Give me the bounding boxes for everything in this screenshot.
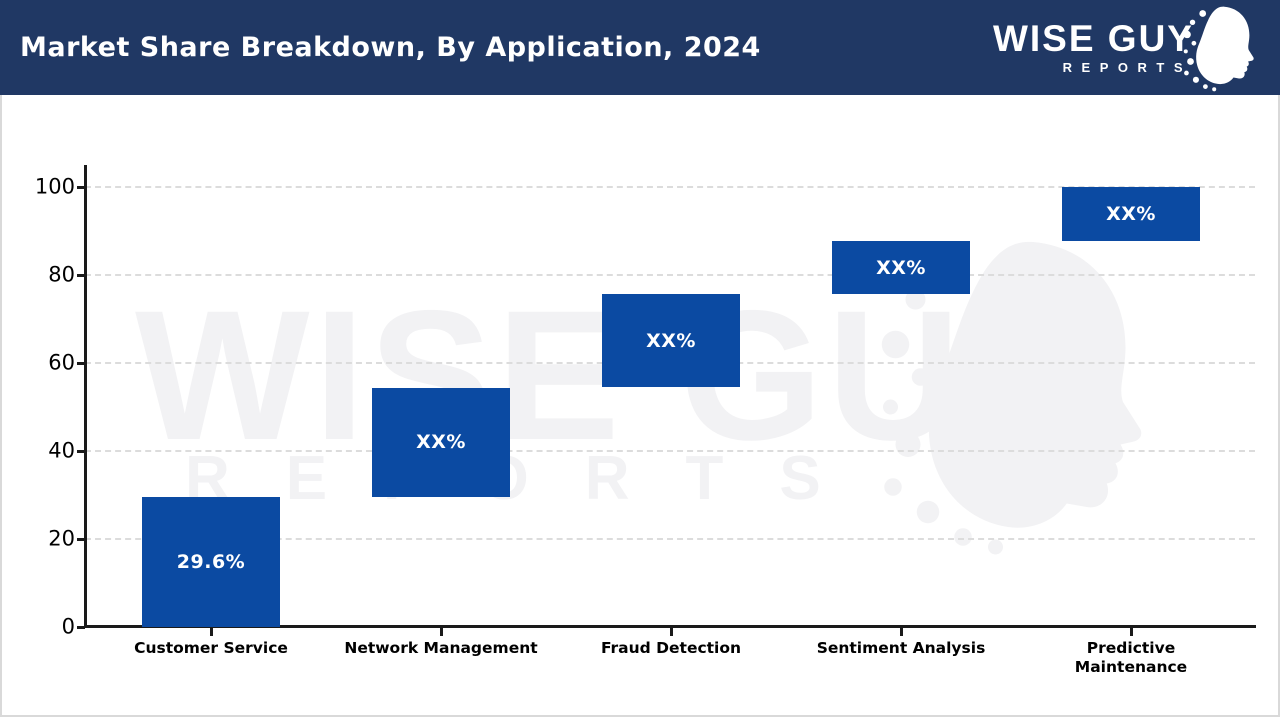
y-tick-label: 100: [34, 174, 75, 199]
bar-value-label: XX%: [1106, 203, 1156, 226]
page-title: Market Share Breakdown, By Application, …: [20, 32, 761, 63]
bar-value-label: XX%: [646, 329, 696, 352]
y-axis-line: [84, 165, 87, 627]
x-category-label: Predictive Maintenance: [1074, 639, 1188, 677]
y-tick-mark: [77, 362, 85, 365]
y-tick-label: 60: [48, 350, 75, 375]
y-tick-mark: [77, 186, 85, 189]
watermark-subtext: REPORTS: [185, 444, 877, 513]
y-tick-label: 0: [61, 614, 75, 639]
x-category-label: Fraud Detection: [600, 639, 742, 657]
x-tick-mark: [900, 628, 903, 636]
bar-predictive-maintenance: XX%: [1062, 187, 1200, 242]
y-tick-mark: [77, 274, 85, 277]
logo: WISE GUY REPORTS: [993, 4, 1280, 92]
logo-text: WISE GUY REPORTS: [993, 20, 1194, 75]
bar-sentiment-analysis: XX%: [832, 241, 970, 295]
y-tick-label: 20: [48, 526, 75, 551]
logo-wordmark: WISE GUY: [992, 18, 1194, 59]
gridline: [85, 274, 1255, 276]
bar-value-label: XX%: [876, 256, 926, 279]
x-category-label: Network Management: [344, 639, 538, 657]
y-tick-mark: [77, 538, 85, 541]
x-tick-mark: [670, 628, 673, 636]
x-axis-line: [84, 625, 1256, 628]
y-tick-mark: [77, 626, 85, 629]
bar-network-management: XX%: [372, 388, 510, 497]
bar-fraud-detection: XX%: [602, 294, 740, 388]
x-tick-mark: [440, 628, 443, 636]
x-category-label: Sentiment Analysis: [816, 639, 986, 657]
x-category-label: Customer Service: [134, 639, 288, 657]
y-tick-label: 80: [48, 262, 75, 287]
x-tick-mark: [1130, 628, 1133, 636]
gridline: [85, 186, 1255, 188]
bar-value-label: 29.6%: [176, 550, 246, 573]
logo-face-icon: [1180, 4, 1266, 92]
y-tick-mark: [77, 450, 85, 453]
x-tick-mark: [210, 628, 213, 636]
header: Market Share Breakdown, By Application, …: [0, 0, 1280, 95]
gridline: [85, 450, 1255, 452]
bar-value-label: XX%: [416, 431, 466, 454]
logo-subtext: REPORTS: [1062, 60, 1192, 75]
gridline: [85, 538, 1255, 540]
bar-customer-service: 29.6%: [142, 496, 280, 627]
y-tick-label: 40: [48, 438, 75, 463]
